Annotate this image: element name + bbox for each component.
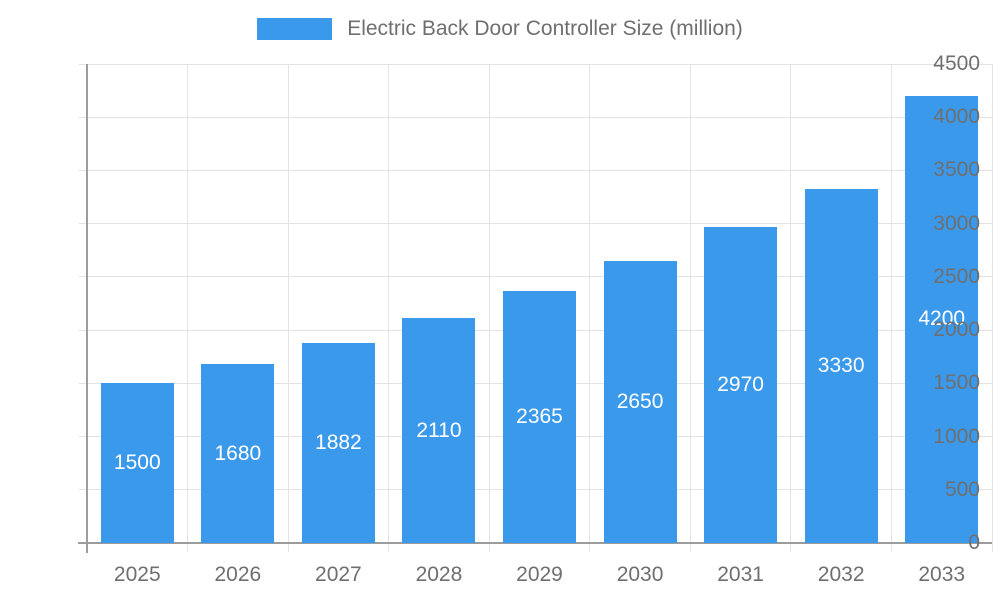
y-tick-mark xyxy=(79,329,87,331)
v-gridline xyxy=(991,64,993,543)
bar-value-label: 4200 xyxy=(918,307,966,331)
bar-2030: 2650 xyxy=(603,260,677,543)
bar-2027: 1882 xyxy=(301,342,375,543)
x-axis-line xyxy=(78,542,992,544)
x-tick-label: 2030 xyxy=(616,563,664,586)
bar-value-label: 2970 xyxy=(717,372,764,396)
y-tick-label: 1000 xyxy=(933,424,980,448)
v-gridline xyxy=(689,64,691,543)
h-gridline xyxy=(87,63,992,65)
y-tick-label: 3000 xyxy=(933,211,980,235)
bar-value-label: 1882 xyxy=(315,430,362,454)
bar-value-label: 2365 xyxy=(516,405,563,429)
plot-area: 1500 1680 1882 2110 2365 2650 2970 3330 4200 0 50… xyxy=(78,52,993,586)
legend-label[interactable]: Electric Back Door Controller Size (mill… xyxy=(347,17,743,40)
y-tick-mark xyxy=(79,382,87,384)
bar-2028: 2110 xyxy=(402,318,476,543)
x-tick-label: 2033 xyxy=(918,563,966,586)
x-tick-mark xyxy=(991,543,993,552)
x-tick-mark xyxy=(287,543,289,552)
v-gridline xyxy=(488,64,490,543)
y-axis-line xyxy=(86,64,88,553)
y-tick-label: 4000 xyxy=(933,105,980,129)
chart-legend[interactable]: Electric Back Door Controller Size (mill… xyxy=(0,18,1000,40)
y-tick-mark xyxy=(79,223,87,225)
bar-2026: 1680 xyxy=(201,364,275,543)
y-tick-label: 2500 xyxy=(933,264,980,288)
bar-2031: 2970 xyxy=(704,226,778,543)
y-tick-label: 2000 xyxy=(933,318,980,342)
x-tick-label: 2031 xyxy=(717,563,764,586)
h-gridline xyxy=(87,169,992,171)
v-gridline xyxy=(589,64,591,543)
x-tick-mark xyxy=(689,543,691,552)
y-tick-mark xyxy=(79,489,87,491)
x-tick-label: 2025 xyxy=(113,563,161,586)
legend-swatch-icon[interactable] xyxy=(257,18,333,40)
y-tick-mark xyxy=(79,169,87,171)
y-tick-label: 500 xyxy=(944,477,980,501)
h-gridline xyxy=(87,276,992,278)
y-tick-label: 0 xyxy=(968,531,980,554)
h-gridline xyxy=(87,223,992,225)
y-tick-mark xyxy=(79,276,87,278)
x-tick-label: 2032 xyxy=(817,563,865,586)
bar-value-label: 3330 xyxy=(817,353,865,377)
x-tick-label: 2026 xyxy=(214,563,262,586)
h-gridline xyxy=(87,116,992,118)
x-tick-mark xyxy=(388,543,390,552)
x-tick-mark xyxy=(589,543,591,552)
bar-value-label: 2110 xyxy=(416,418,462,442)
bar-2032: 3330 xyxy=(804,188,878,543)
bar-value-label: 2650 xyxy=(616,389,664,413)
v-gridline xyxy=(890,64,892,543)
v-gridline xyxy=(187,64,189,543)
x-tick-mark xyxy=(488,543,490,552)
v-gridline xyxy=(790,64,792,543)
y-tick-mark xyxy=(79,63,87,65)
bar-2033: 4200 xyxy=(905,95,979,543)
x-tick-mark xyxy=(890,543,892,552)
v-gridline xyxy=(388,64,390,543)
x-tick-mark xyxy=(790,543,792,552)
bar-value-label: 1680 xyxy=(214,441,262,465)
y-tick-mark xyxy=(79,436,87,438)
x-tick-label: 2027 xyxy=(315,563,362,586)
y-tick-label: 3500 xyxy=(933,158,980,182)
x-tick-label: 2029 xyxy=(516,563,563,586)
y-tick-label: 1500 xyxy=(933,371,980,395)
bar-2025: 1500 xyxy=(100,383,174,543)
bar-value-label: 1500 xyxy=(113,451,161,475)
x-tick-label: 2028 xyxy=(415,563,463,586)
v-gridline xyxy=(287,64,289,543)
bar-2029: 2365 xyxy=(503,291,576,543)
x-tick-mark xyxy=(187,543,189,552)
y-tick-mark xyxy=(79,116,87,118)
y-tick-label: 4500 xyxy=(933,52,980,75)
